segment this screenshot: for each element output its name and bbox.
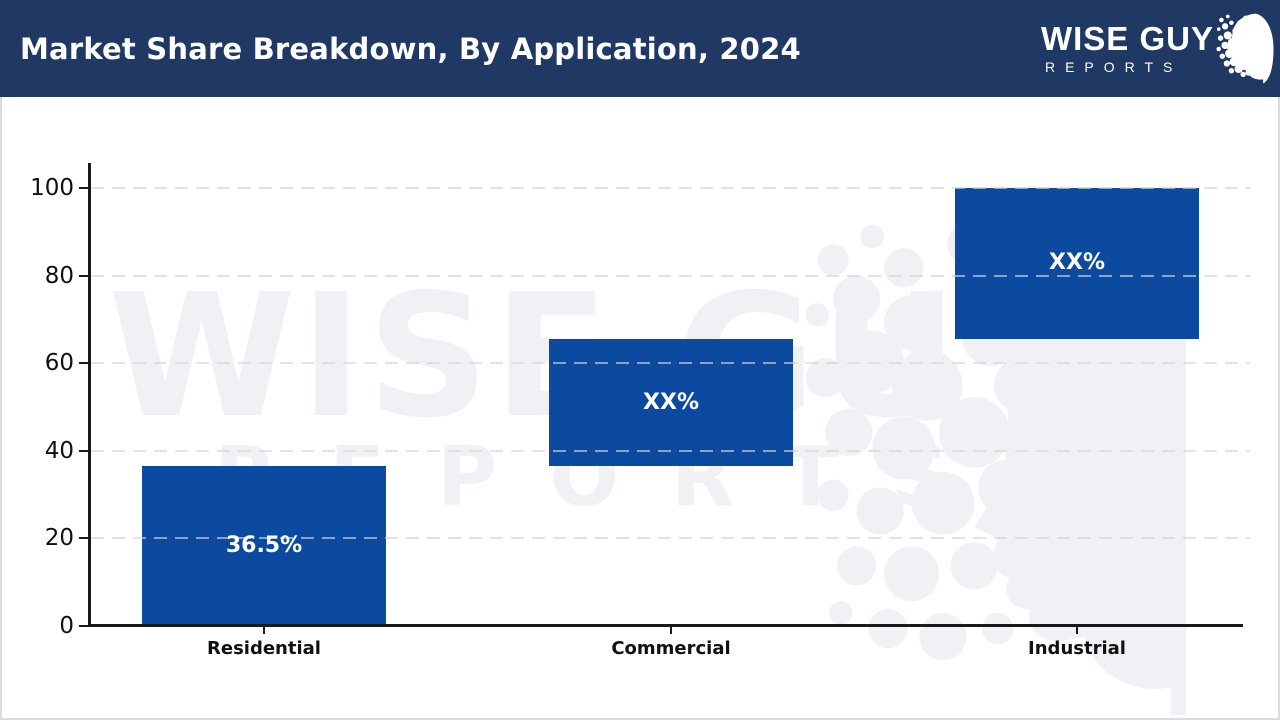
gridline-20: [91, 537, 1250, 540]
wise-guy-reports-logo: WISE GUY REPORTS: [1041, 9, 1274, 89]
gridline-40: [91, 449, 1250, 452]
category-label-residential: Residential: [207, 638, 321, 659]
bar-industrial: [955, 187, 1199, 340]
y-axis-line: [88, 163, 91, 627]
y-tick-label-40: 40: [44, 437, 74, 464]
x-tick-industrial: [1076, 627, 1078, 634]
logo-line2: REPORTS: [1044, 59, 1183, 75]
y-tick-0: [79, 625, 88, 627]
y-tick-40: [79, 449, 88, 452]
x-tick-commercial: [670, 627, 672, 634]
bar-value-label-residential: 36.5%: [225, 533, 303, 559]
bar-value-label-industrial: XX%: [1049, 250, 1105, 276]
bar-residential: [142, 466, 386, 626]
y-tick-20: [79, 537, 88, 540]
category-label-commercial: Commercial: [611, 638, 731, 659]
bar-value-label-commercial: XX%: [643, 389, 699, 415]
page-title: Market Share Breakdown, By Application, …: [20, 31, 801, 66]
y-tick-60: [79, 362, 88, 365]
x-axis-line: [88, 624, 1243, 627]
logo-line1: WISE GUY: [1040, 20, 1214, 57]
category-label-industrial: Industrial: [1028, 638, 1126, 659]
gridline-100: [91, 186, 1250, 189]
gridline-60: [91, 362, 1250, 365]
y-tick-80: [79, 274, 88, 277]
y-tick-label-80: 80: [44, 262, 74, 289]
y-tick-label-60: 60: [44, 350, 74, 377]
y-tick-label-20: 20: [44, 525, 74, 552]
y-tick-label-0: 0: [59, 613, 74, 639]
header-bar: Market Share Breakdown, By Application, …: [0, 0, 1280, 97]
bar-commercial: [549, 339, 793, 467]
y-tick-100: [79, 186, 88, 189]
logo-text: WISE GUY REPORTS: [1041, 22, 1214, 75]
x-tick-residential: [263, 627, 265, 634]
logo-head-icon: [1216, 13, 1274, 83]
gridline-80: [91, 274, 1250, 277]
y-tick-label-100: 100: [30, 174, 74, 201]
